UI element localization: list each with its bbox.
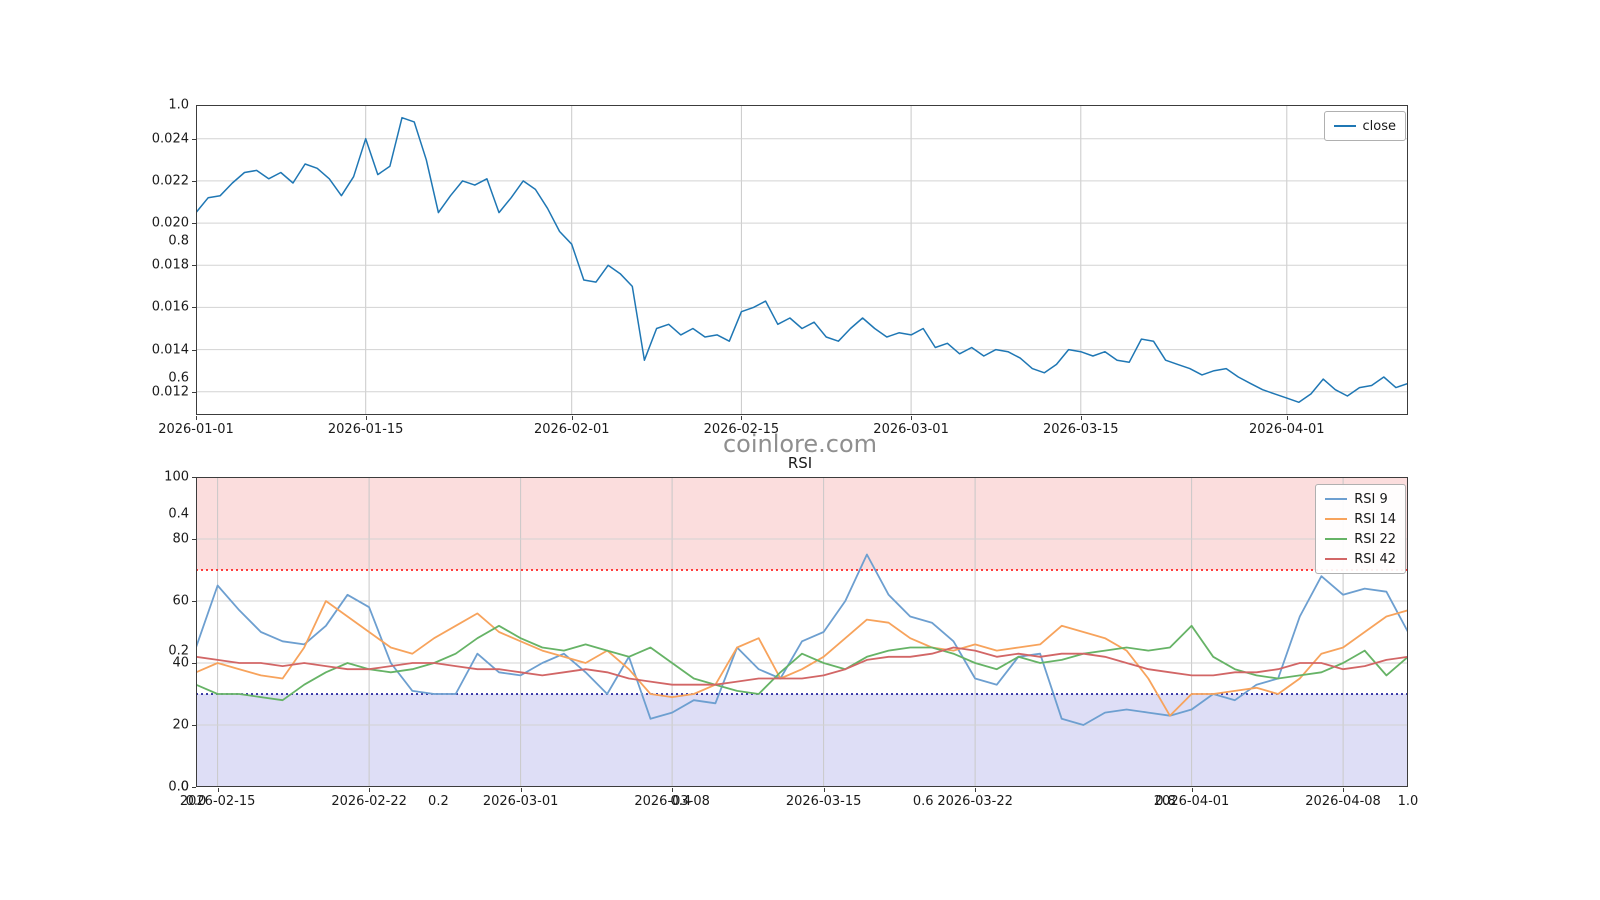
tick-mark <box>192 307 196 308</box>
rsi-42-line-swatch <box>1325 558 1348 560</box>
outer-y-tick-label: 1.0 <box>168 97 189 113</box>
x-tick-label: 2026-04-01 <box>1249 422 1325 437</box>
outer-y-tick-label: 0.2 <box>168 643 189 659</box>
outer-x-tick-label: 0.6 <box>912 794 934 809</box>
y-tick-label: 0.012 <box>151 384 189 400</box>
tick-mark <box>521 788 522 792</box>
tick-mark <box>192 350 196 351</box>
x-tick-label: 2026-04-08 <box>1305 794 1381 809</box>
rsi-legend: RSI 9 RSI 14 RSI 22 RSI 42 <box>1315 484 1406 574</box>
y-tick-label: 0.020 <box>151 215 189 231</box>
y-tick-label: 0.024 <box>151 131 189 147</box>
tick-mark <box>672 788 673 792</box>
tick-mark <box>1343 788 1344 792</box>
tick-mark <box>741 416 742 420</box>
tick-mark <box>218 788 219 792</box>
y-tick-label: 0 <box>180 779 189 795</box>
rsi-9-line-swatch <box>1325 498 1348 500</box>
y-tick-label: 60 <box>172 593 189 609</box>
outer-y-tick-label: 0.6 <box>168 370 189 386</box>
tick-mark <box>192 477 196 478</box>
rsi-title: RSI <box>787 454 813 472</box>
outer-y-tick-label: 0.4 <box>168 506 189 522</box>
tick-mark <box>366 416 367 420</box>
oversold-band <box>196 694 1408 787</box>
tick-mark <box>975 788 976 792</box>
price-chart <box>196 105 1408 415</box>
legend-item-close: close <box>1333 116 1396 136</box>
x-tick-label: 2026-03-15 <box>1042 422 1119 437</box>
x-tick-label: 2026-02-15 <box>179 794 256 809</box>
tick-mark <box>369 788 370 792</box>
outer-y-tick-label: 0.0 <box>168 779 189 795</box>
tick-mark <box>1081 416 1082 420</box>
watermark: coinlore.com <box>722 430 878 458</box>
series-rsi-42-line <box>196 646 1408 686</box>
tick-mark <box>911 416 912 420</box>
tick-mark <box>192 139 196 140</box>
tick-mark <box>192 601 196 602</box>
outer-x-tick-label: 0.2 <box>428 794 449 809</box>
close-line-swatch <box>1333 125 1356 127</box>
tick-mark <box>192 181 196 182</box>
y-tick-label: 0.022 <box>151 173 189 189</box>
rsi-chart <box>196 477 1408 787</box>
x-tick-label: 2026-03-08 <box>634 794 710 809</box>
x-tick-label: 2026-03-15 <box>785 794 862 809</box>
legend-label-rsi-14: RSI 14 <box>1354 511 1396 527</box>
outer-x-tick-label: 0.4 <box>670 794 692 809</box>
tick-mark <box>1192 788 1193 792</box>
legend-item-rsi-42: RSI 42 <box>1325 549 1396 569</box>
series-rsi-22-line <box>196 624 1408 702</box>
y-tick-label: 0.016 <box>151 299 189 315</box>
x-tick-label: 2026-03-22 <box>937 794 1013 809</box>
legend-label-close: close <box>1362 118 1396 134</box>
legend-label-rsi-22: RSI 22 <box>1354 531 1396 547</box>
x-tick-label: 2026-01-15 <box>327 422 404 437</box>
x-tick-label: 2026-02-22 <box>331 794 407 809</box>
series-close-line <box>196 116 1408 404</box>
tick-mark <box>196 416 197 420</box>
tick-mark <box>192 392 196 393</box>
x-tick-label: 2026-02-15 <box>703 422 780 437</box>
y-tick-label: 0.014 <box>151 342 189 358</box>
legend-item-rsi-9: RSI 9 <box>1325 489 1396 509</box>
legend-item-rsi-14: RSI 14 <box>1325 509 1396 529</box>
tick-mark <box>192 725 196 726</box>
outer-x-tick-label: 0.0 <box>185 794 207 809</box>
x-tick-label: 2026-02-01 <box>533 422 610 437</box>
tick-mark <box>192 663 196 664</box>
y-tick-label: 80 <box>172 531 189 547</box>
legend-label-rsi-42: RSI 42 <box>1354 551 1396 567</box>
rsi-14-line-swatch <box>1325 518 1348 520</box>
tick-mark <box>192 539 196 540</box>
legend-item-rsi-22: RSI 22 <box>1325 529 1396 549</box>
x-tick-label: 2026-03-01 <box>873 422 949 437</box>
outer-x-tick-label: 1.0 <box>1397 794 1419 809</box>
legend-label-rsi-9: RSI 9 <box>1354 491 1388 507</box>
y-tick-label: 40 <box>172 655 189 671</box>
y-tick-label: 0.018 <box>151 257 189 273</box>
outer-x-tick-label: 0.8 <box>1155 794 1176 809</box>
tick-mark <box>824 788 825 792</box>
outer-y-tick-label: 0.8 <box>168 233 189 249</box>
rsi-22-line-swatch <box>1325 538 1348 540</box>
series-rsi-9-line <box>196 553 1408 726</box>
x-tick-label: 2026-03-01 <box>482 794 559 809</box>
tick-mark <box>1287 416 1288 420</box>
price-legend: close <box>1323 111 1406 141</box>
tick-mark <box>572 416 573 420</box>
x-tick-label: 2026-01-01 <box>158 422 234 437</box>
y-tick-label: 100 <box>164 469 189 485</box>
overbought-band <box>196 477 1408 570</box>
tick-mark <box>192 787 196 788</box>
y-tick-label: 20 <box>172 717 189 733</box>
tick-mark <box>192 223 196 224</box>
x-tick-label: 2026-04-01 <box>1153 794 1230 809</box>
tick-mark <box>192 265 196 266</box>
series-rsi-14-line <box>196 600 1408 717</box>
